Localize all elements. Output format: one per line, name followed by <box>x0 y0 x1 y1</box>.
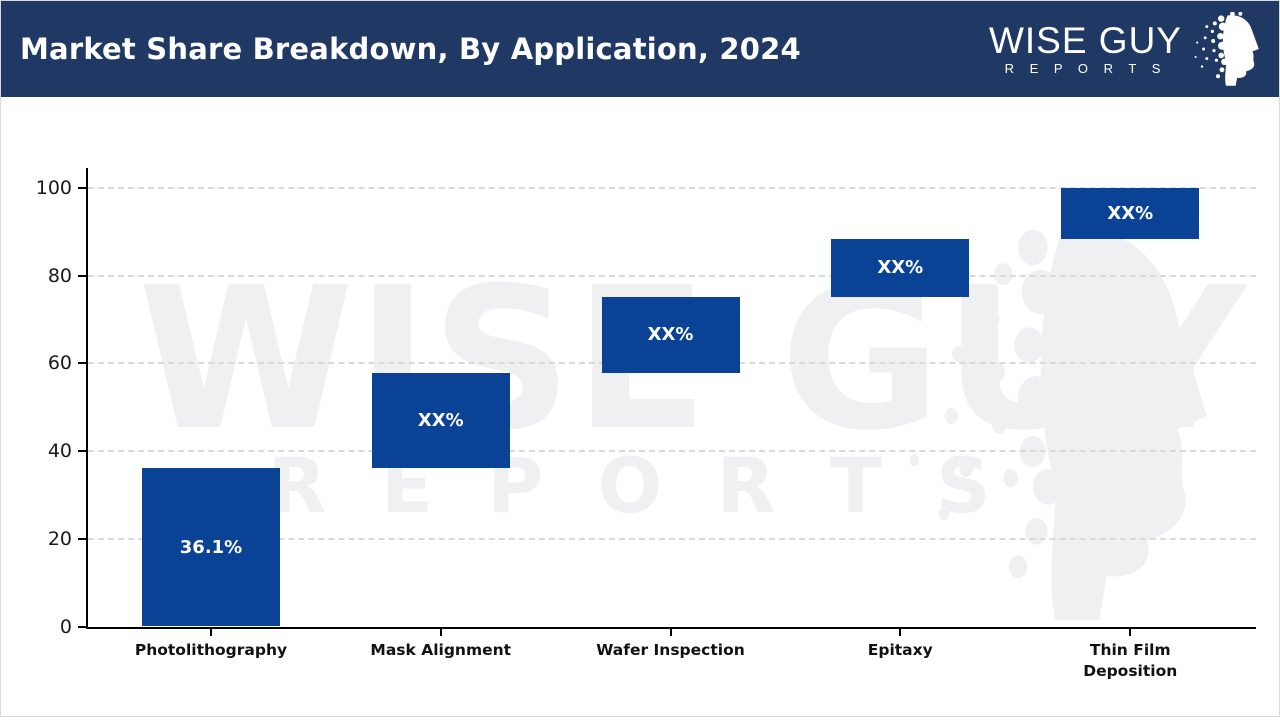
category-label-thin-film-deposition: Thin Film Deposition <box>1083 641 1178 680</box>
category-label-wafer-inspection: Wafer Inspection <box>596 641 745 659</box>
category-label-mask-alignment: Mask Alignment <box>370 641 512 659</box>
bar-value-label-epitaxy: XX% <box>877 257 924 279</box>
x-tick-photolithography <box>210 628 212 636</box>
bar-thin-film-deposition: XX% <box>1061 188 1200 239</box>
x-tick-mask-alignment <box>439 628 442 636</box>
wiseguy-face-logo-icon <box>1194 11 1259 86</box>
y-tick-label-40: 40 <box>47 440 72 463</box>
category-label-photolithography: Photolithography <box>134 641 288 659</box>
bar-value-label-mask-alignment: XX% <box>417 409 464 431</box>
gridline-20 <box>88 537 1256 540</box>
y-tick-100 <box>78 187 86 189</box>
wiseguy-logo-text: WISE GUY R E P O R T S <box>989 22 1182 75</box>
y-tick-label-100: 100 <box>35 177 72 199</box>
y-tick-60 <box>78 362 86 365</box>
y-tick-80 <box>78 274 86 277</box>
wiseguy-logo: WISE GUY R E P O R T S <box>989 11 1266 86</box>
bar-photolithography: 36.1% <box>142 468 280 627</box>
bar-wafer-inspection: XX% <box>601 296 740 373</box>
x-tick-epitaxy <box>899 628 902 636</box>
bar-epitaxy: XX% <box>831 238 970 297</box>
gridline-80 <box>88 274 1256 277</box>
header-bar: Market Share Breakdown, By Application, … <box>0 0 1280 97</box>
x-tick-thin-film-deposition <box>1129 628 1132 636</box>
y-tick-label-60: 60 <box>47 352 72 375</box>
logo-reports-label: R E P O R T S <box>1004 61 1167 76</box>
y-axis <box>86 168 88 628</box>
logo-wiseguy-label: WISE GUY <box>988 20 1182 61</box>
y-tick-0 <box>78 625 86 628</box>
y-tick-40 <box>78 450 86 453</box>
bar-value-label-thin-film-deposition: XX% <box>1107 202 1154 224</box>
page-title: Market Share Breakdown, By Application, … <box>20 31 801 66</box>
y-tick-20 <box>78 537 86 540</box>
x-tick-wafer-inspection <box>669 628 672 636</box>
gridline-100 <box>88 187 1256 189</box>
bar-value-label-wafer-inspection: XX% <box>647 324 694 346</box>
category-label-epitaxy: Epitaxy <box>867 641 933 659</box>
gridline-40 <box>88 450 1256 453</box>
y-tick-label-80: 80 <box>47 264 72 287</box>
x-axis <box>86 626 1256 629</box>
bar-value-label-photolithography: 36.1% <box>179 536 243 558</box>
y-tick-label-20: 20 <box>47 527 72 550</box>
bar-mask-alignment: XX% <box>371 372 510 469</box>
y-tick-label-0: 0 <box>59 615 72 638</box>
